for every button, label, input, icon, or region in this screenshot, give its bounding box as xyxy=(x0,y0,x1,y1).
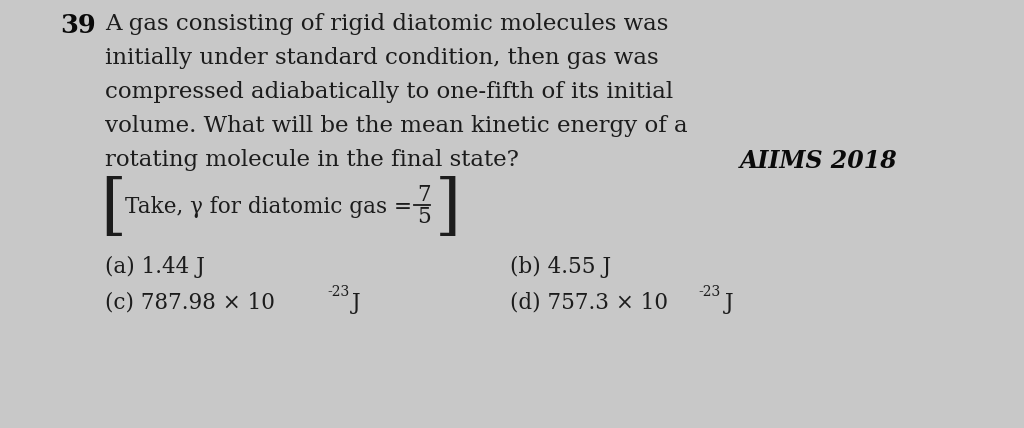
Text: (b) 4.55 J: (b) 4.55 J xyxy=(510,256,611,278)
Text: A gas consisting of rigid diatomic molecules was: A gas consisting of rigid diatomic molec… xyxy=(105,13,669,35)
Text: volume. What will be the mean kinetic energy of a: volume. What will be the mean kinetic en… xyxy=(105,115,688,137)
Text: -23: -23 xyxy=(698,285,720,299)
Text: rotating molecule in the final state?: rotating molecule in the final state? xyxy=(105,149,519,171)
Text: J: J xyxy=(718,292,733,314)
Text: 39: 39 xyxy=(60,13,96,38)
Text: [: [ xyxy=(100,175,126,241)
Text: (d) 757.3 × 10: (d) 757.3 × 10 xyxy=(510,292,668,314)
Text: 7: 7 xyxy=(417,184,431,206)
Text: compressed adiabatically to one-fifth of its initial: compressed adiabatically to one-fifth of… xyxy=(105,81,673,103)
Text: (a) 1.44 J: (a) 1.44 J xyxy=(105,256,205,278)
Text: 5: 5 xyxy=(417,206,431,228)
Text: -23: -23 xyxy=(327,285,349,299)
Text: AIIMS 2018: AIIMS 2018 xyxy=(740,149,898,173)
Text: J: J xyxy=(345,292,360,314)
Text: initially under standard condition, then gas was: initially under standard condition, then… xyxy=(105,47,658,69)
Text: (c) 787.98 × 10: (c) 787.98 × 10 xyxy=(105,292,274,314)
Text: Take, γ for diatomic gas =: Take, γ for diatomic gas = xyxy=(125,196,419,218)
Text: ]: ] xyxy=(435,175,461,241)
